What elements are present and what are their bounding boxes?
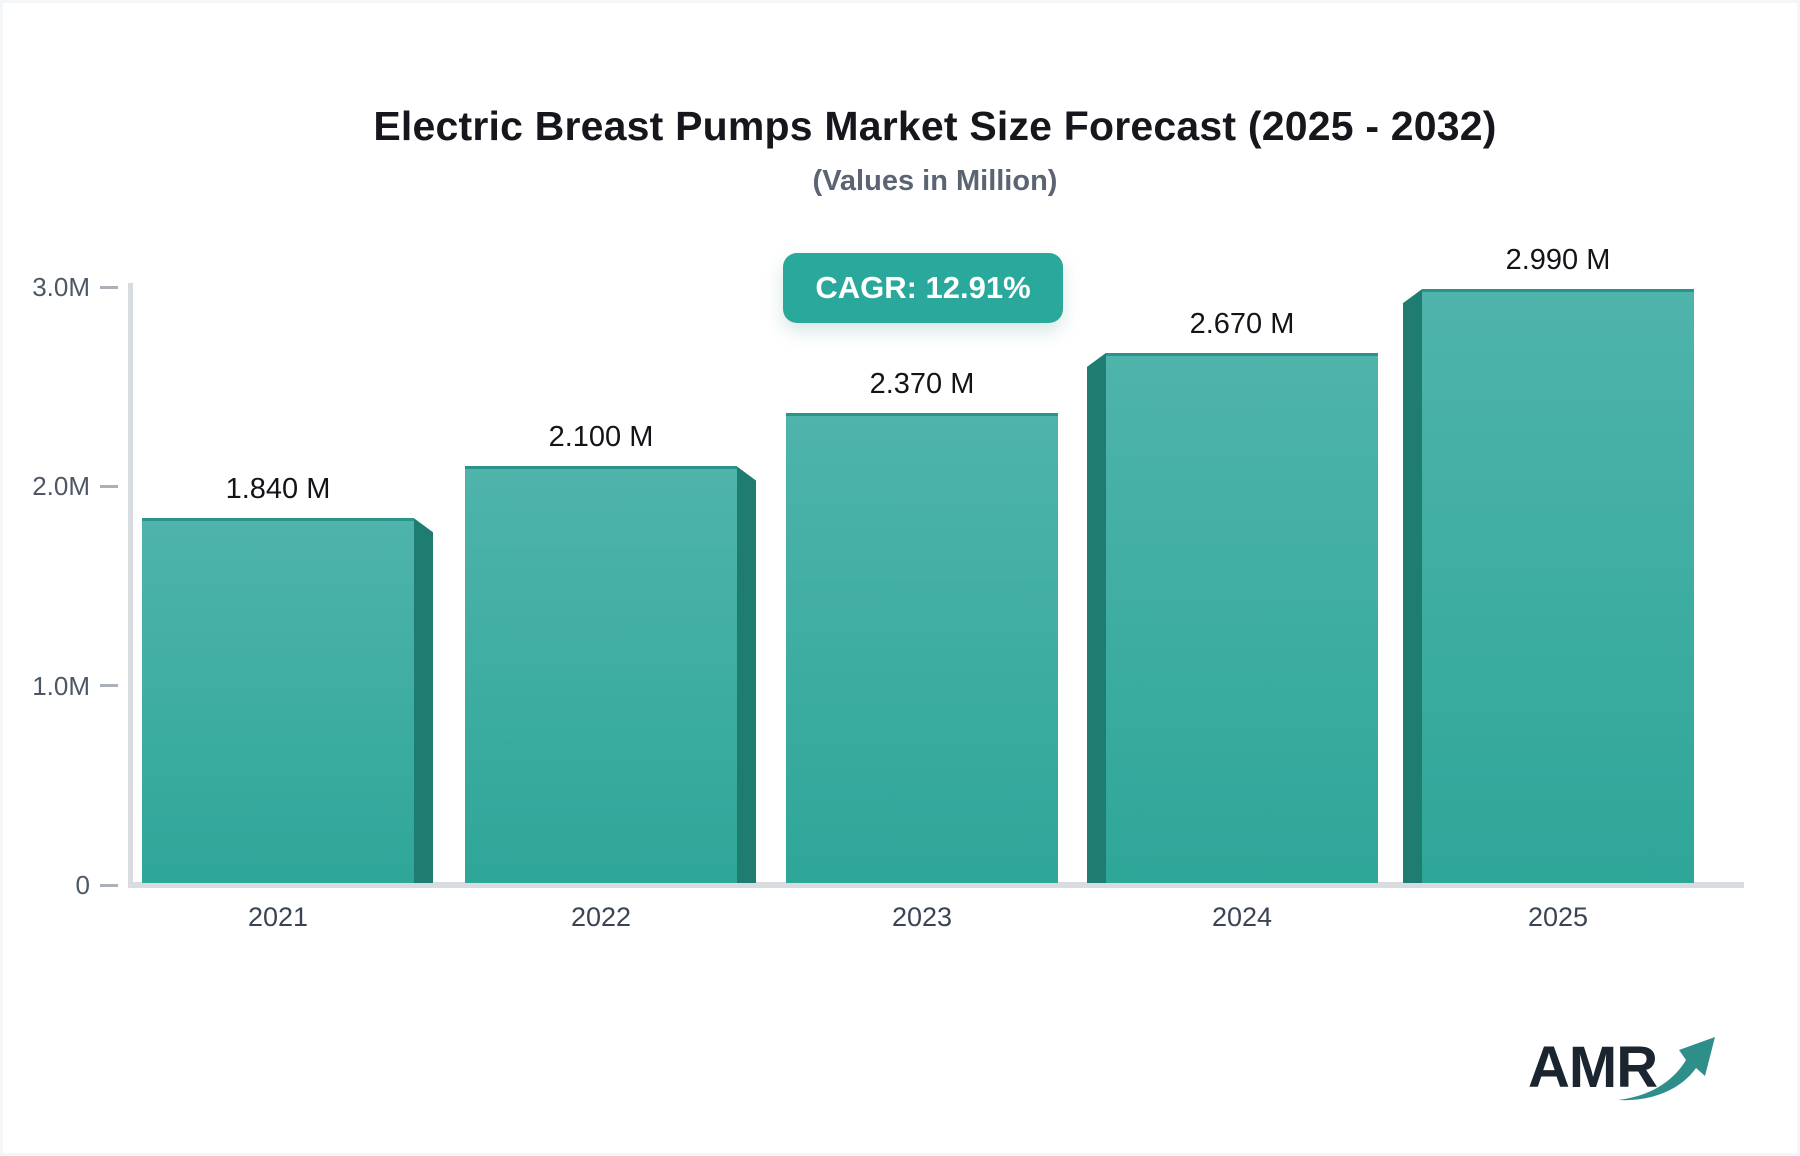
bar-value-label: 2.990 M <box>1505 244 1611 277</box>
bar-value-label: 2.100 M <box>548 421 654 454</box>
chart-header: Electric Breast Pumps Market Size Foreca… <box>70 0 1800 197</box>
cagr-badge: CAGR: 12.91% <box>783 253 1063 323</box>
bar-side-face <box>737 466 756 883</box>
amr-logo-text: AMR <box>1528 1035 1658 1100</box>
bar-2023 <box>786 412 1058 883</box>
bar-side-face <box>414 518 433 883</box>
chart-subtitle: (Values in Million) <box>812 165 1058 197</box>
bar-side-face <box>1087 352 1106 883</box>
bar-2024 <box>1106 352 1378 883</box>
x-axis-label-2024: 2024 <box>1211 902 1273 932</box>
growth-arrow-icon <box>1618 1037 1715 1101</box>
x-axis-label-2022: 2022 <box>570 902 632 932</box>
y-axis-tick-label: 2.0M <box>32 471 90 502</box>
y-tick-mark <box>100 484 118 488</box>
x-axis-label-2023: 2023 <box>891 902 953 932</box>
bar-value-label: 2.670 M <box>1189 307 1295 340</box>
y-tick-mark <box>100 883 118 887</box>
y-tick-mark <box>100 684 118 688</box>
bar-2025 <box>1422 289 1694 883</box>
amr-logo: AMR <box>1528 1030 1728 1120</box>
bar-side-face <box>1403 289 1422 883</box>
x-axis-label-2025: 2025 <box>1527 902 1589 932</box>
x-axis-label-2021: 2021 <box>247 902 309 932</box>
bar-value-label: 1.840 M <box>225 473 331 506</box>
bar-2022 <box>465 466 737 883</box>
y-axis-tick-label: 3.0M <box>32 272 90 303</box>
cagr-badge-label: CAGR: 12.91% <box>815 270 1031 305</box>
y-axis-line <box>128 283 133 888</box>
y-axis-tick-label: 0 <box>75 870 90 900</box>
chart-title: Electric Breast Pumps Market Size Foreca… <box>373 103 1497 149</box>
bar-2021 <box>142 518 414 883</box>
bar-value-label: 2.370 M <box>869 367 975 400</box>
y-tick-mark <box>100 285 118 289</box>
y-axis-tick-label: 1.0M <box>32 670 90 701</box>
x-axis-baseline <box>128 882 1744 888</box>
